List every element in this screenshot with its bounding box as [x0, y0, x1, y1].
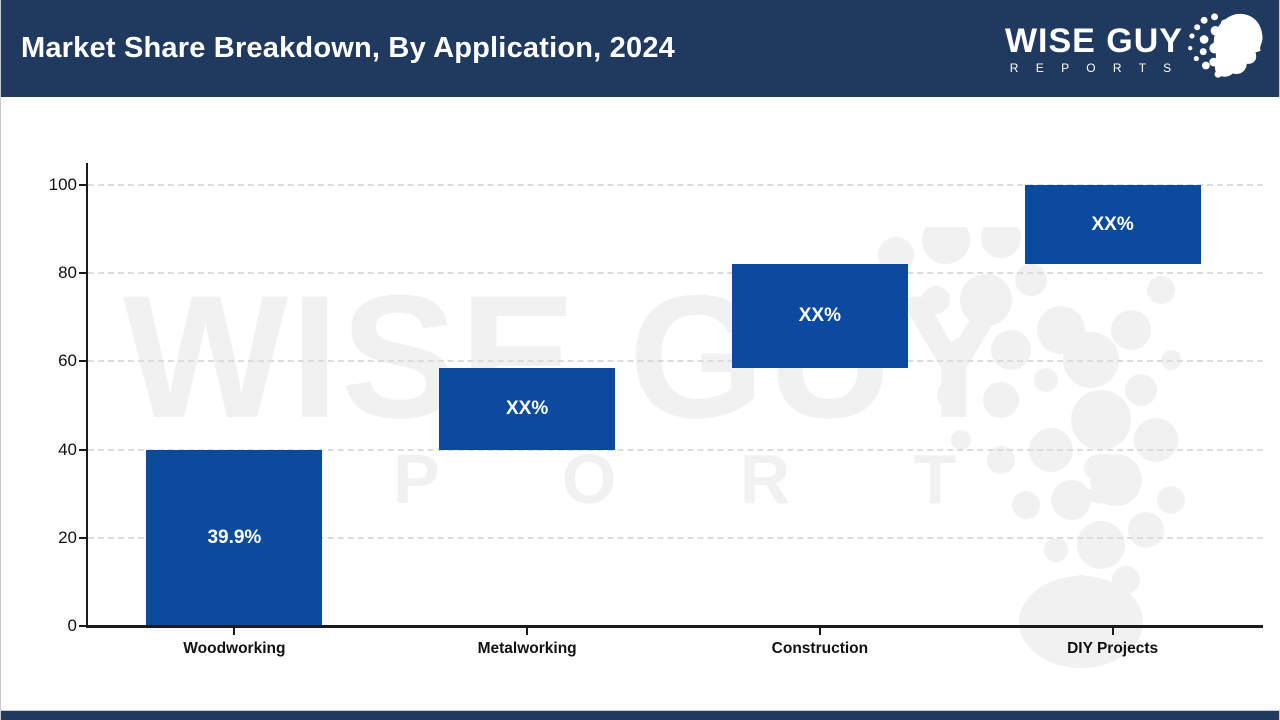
x-axis-line: [86, 625, 1263, 628]
logo-text: WISE GUY R E P O R T S: [1005, 24, 1183, 74]
watermark-dots: [878, 227, 1185, 668]
x-axis-tick: [818, 626, 821, 635]
x-axis-label: Construction: [771, 640, 869, 657]
head-profile-icon: [1188, 12, 1263, 78]
gridline: [88, 360, 1263, 363]
y-axis-tick: [79, 184, 88, 186]
y-axis-label: 0: [67, 616, 77, 635]
y-axis-label: 100: [48, 175, 77, 194]
x-axis-label: Woodworking: [183, 640, 286, 657]
y-axis-tick: [79, 625, 88, 627]
y-axis-tick: [79, 360, 88, 363]
x-axis-label: DIY Projects: [1067, 640, 1159, 657]
gridline: [88, 448, 1263, 451]
bar-value-label: XX%: [1091, 213, 1134, 235]
logo-wordmark: WISE GUY: [1004, 21, 1183, 60]
logo-subtitle: R E P O R T S: [1009, 60, 1179, 75]
x-axis-tick: [233, 626, 236, 635]
gridline: [88, 272, 1263, 275]
page-title: Market Share Breakdown, By Application, …: [21, 32, 675, 64]
x-axis-tick: [1111, 626, 1114, 635]
y-axis-tick: [79, 272, 88, 275]
bar-construction: XX%: [731, 264, 908, 368]
bar-diy-projects: XX%: [1024, 185, 1201, 265]
wiseguy-logo: WISE GUY R E P O R T S: [1005, 7, 1265, 91]
gridline: [88, 536, 1263, 539]
bar-value-label: 39.9%: [207, 527, 262, 548]
bar-metalworking: XX%: [439, 368, 616, 450]
bar-woodworking: 39.9%: [146, 450, 323, 626]
header: Market Share Breakdown, By Application, …: [1, 0, 1279, 97]
footer-bar: [1, 711, 1279, 720]
y-axis-label: 40: [58, 439, 77, 459]
y-axis-label: 20: [58, 527, 77, 547]
y-axis-line: [86, 163, 88, 628]
y-axis-label: 80: [58, 263, 77, 283]
y-axis-tick: [79, 536, 88, 539]
y-axis-label: 60: [58, 351, 77, 371]
chart-area: WISE GUY P O R T S 0 20 40 60 80 100 39.9% Wood…: [1, 97, 1280, 711]
y-axis-tick: [79, 448, 88, 451]
bar-value-label: XX%: [798, 305, 841, 327]
bar-value-label: XX%: [506, 397, 549, 419]
x-axis-tick: [526, 626, 529, 635]
gridline: [88, 184, 1263, 186]
x-axis-label: Metalworking: [477, 640, 577, 657]
